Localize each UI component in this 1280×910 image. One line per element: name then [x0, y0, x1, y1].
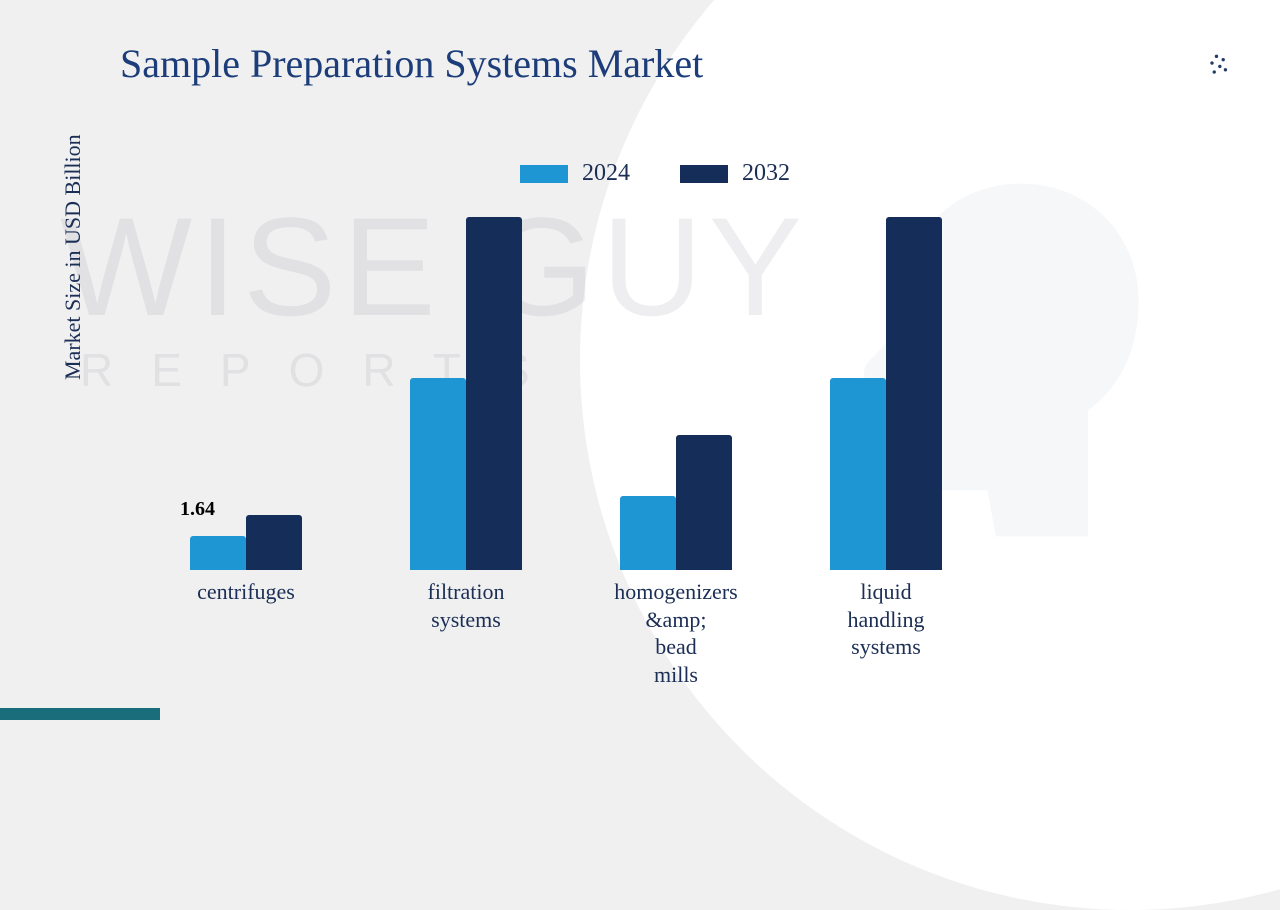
- bar: [190, 536, 246, 570]
- x-axis-label: liquid handling systems: [796, 578, 976, 661]
- bar-value-label: 1.64: [180, 498, 215, 521]
- bar: [410, 378, 466, 570]
- legend-swatch-2032: [680, 165, 728, 183]
- chart-canvas: WISE GUY REPORTS Sample Preparation Syst…: [0, 0, 1280, 720]
- bar-group: centrifuges1.64: [190, 515, 302, 570]
- bar: [830, 378, 886, 570]
- x-axis-label: filtration systems: [376, 578, 556, 633]
- bar: [886, 217, 942, 570]
- legend-swatch-2024: [520, 165, 568, 183]
- legend: 2024 2032: [520, 160, 790, 187]
- bar: [676, 435, 732, 570]
- x-axis-label: homogenizers &amp; bead mills: [586, 578, 766, 688]
- x-axis-label: centrifuges: [156, 578, 336, 606]
- chart-title: Sample Preparation Systems Market: [120, 40, 703, 87]
- brand-logo: WISE GUY R E P O R T S: [985, 24, 1252, 78]
- legend-label-2032: 2032: [742, 160, 790, 187]
- bar-group: liquid handling systems: [830, 217, 942, 570]
- bar: [246, 515, 302, 570]
- bar: [466, 217, 522, 570]
- y-axis-label: Market Size in USD Billion: [60, 134, 86, 380]
- bottom-accent-bar: [0, 708, 160, 720]
- plot-area: centrifuges1.64 filtration systems homogen…: [120, 200, 920, 570]
- bar-group: homogenizers &amp; bead mills: [620, 435, 732, 570]
- legend-item-2024: 2024: [520, 160, 630, 187]
- brand-sub: R E P O R T S: [985, 62, 1192, 78]
- brand-main: WISE GUY: [985, 24, 1192, 58]
- legend-item-2032: 2032: [680, 160, 790, 187]
- legend-label-2024: 2024: [582, 160, 630, 187]
- bar: [620, 496, 676, 570]
- bar-group: filtration systems: [410, 217, 522, 570]
